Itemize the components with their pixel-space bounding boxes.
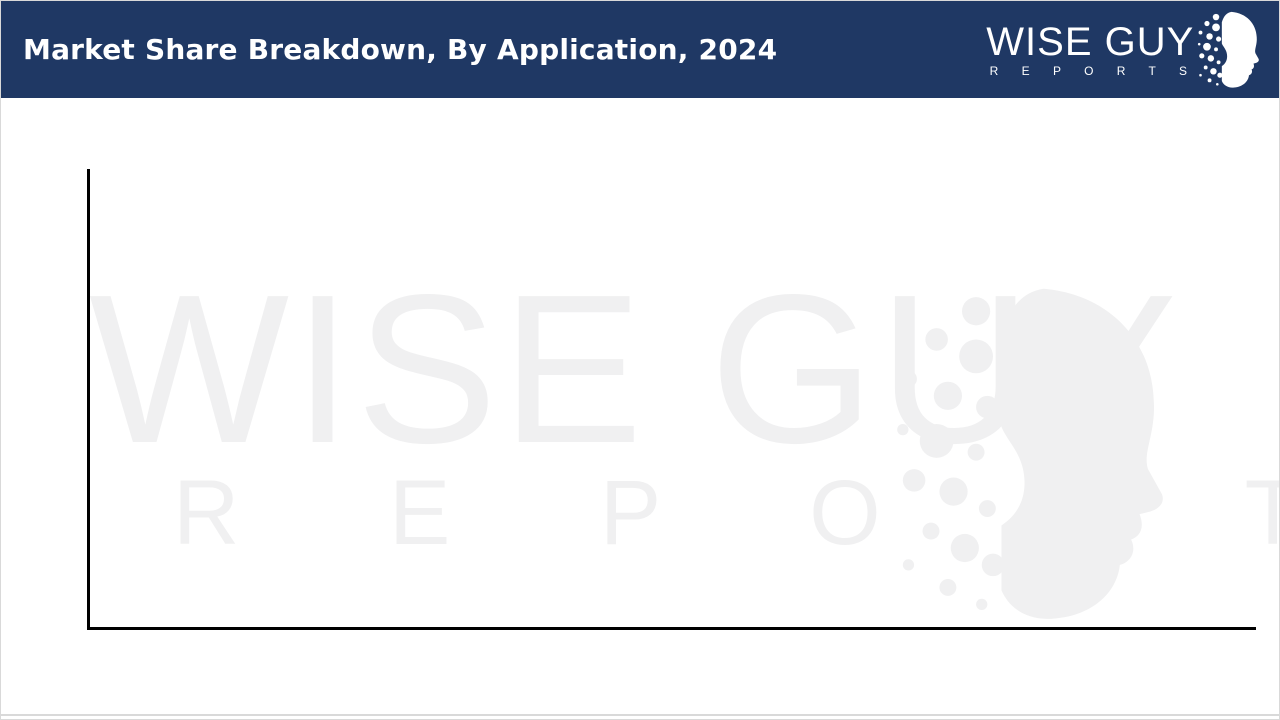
wise-guy-reports-logo: WISE GUY R E P O R T S [984, 8, 1263, 92]
header-band: Market Share Breakdown, By Application, … [1, 1, 1279, 98]
chart-title: Market Share Breakdown, By Application, … [23, 33, 778, 66]
logo-text: WISE GUY R E P O R T S [984, 22, 1197, 77]
bottom-border-line [1, 714, 1279, 716]
logo-wordmark: WISE GUY [986, 20, 1195, 64]
dotted-face-icon [1197, 8, 1263, 92]
logo-subtitle: R E P O R T S [989, 64, 1197, 78]
x-axis-line [87, 627, 1256, 630]
y-axis-line [87, 169, 90, 630]
